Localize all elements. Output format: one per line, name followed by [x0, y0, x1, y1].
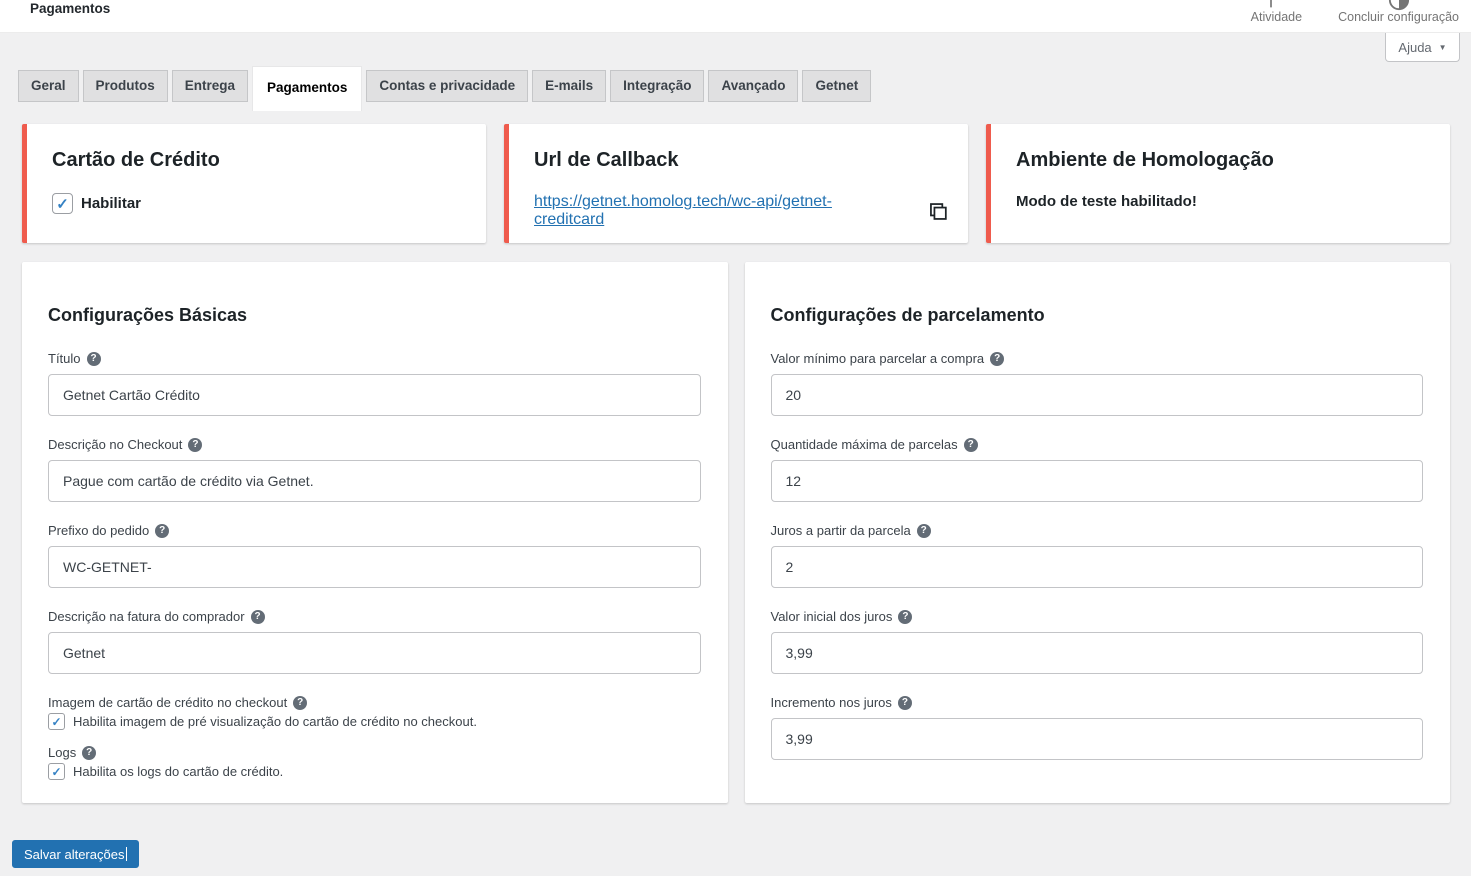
callback-url-link[interactable]: https://getnet.homolog.tech/wc-api/getne…	[534, 193, 832, 228]
enable-checkbox[interactable]: ✓	[52, 193, 73, 214]
max-installments-input[interactable]	[770, 460, 1423, 502]
interest-from-installment-label: Juros a partir da parcela	[770, 523, 911, 538]
tab-emails[interactable]: E-mails	[532, 70, 607, 102]
test-mode-message: Modo de teste habilitado!	[1016, 193, 1197, 210]
title-field: Título ?	[48, 351, 701, 416]
interest-from-installment-field: Juros a partir da parcela ?	[770, 523, 1423, 588]
save-button[interactable]: Salvar alterações	[12, 840, 140, 868]
activity-button[interactable]: Atividade	[1250, 0, 1303, 32]
topbar-actions: Atividade Concluir configuração	[1250, 0, 1459, 32]
progress-circle-icon	[1388, 0, 1410, 11]
help-dropdown-button[interactable]: Ajuda ▼	[1385, 33, 1460, 62]
text-caret	[126, 847, 128, 861]
logs-checkbox-text: Habilita os logs do cartão de crédito.	[73, 764, 284, 779]
finish-setup-button[interactable]: Concluir configuração	[1338, 0, 1459, 32]
invoice-description-input[interactable]	[48, 632, 701, 674]
logs-toggle-field: Logs ? ✓ Habilita os logs do cartão de c…	[48, 745, 701, 780]
help-icon[interactable]: ?	[155, 523, 170, 538]
min-installment-value-label: Valor mínimo para parcelar a compra	[770, 351, 985, 366]
credit-card-title: Cartão de Crédito	[52, 149, 220, 171]
flag-icon	[1266, 0, 1286, 9]
tab-geral[interactable]: Geral	[18, 70, 79, 102]
settings-tab-bar: Geral Produtos Entrega Pagamentos Contas…	[18, 66, 872, 111]
basic-settings-title: Configurações Básicas	[48, 305, 248, 325]
interest-increment-field: Incremento nos juros ?	[770, 695, 1423, 760]
checkout-description-label: Descrição no Checkout	[48, 437, 183, 452]
help-icon[interactable]: ?	[963, 437, 978, 452]
save-button-label: Salvar alterações	[24, 846, 125, 862]
help-dropdown-label: Ajuda	[1398, 39, 1432, 55]
tab-produtos[interactable]: Produtos	[82, 70, 168, 102]
help-icon[interactable]: ?	[86, 351, 101, 366]
initial-interest-input[interactable]	[770, 632, 1423, 674]
homolog-env-title: Ambiente de Homologação	[1016, 149, 1274, 171]
callback-url-title: Url de Callback	[534, 149, 679, 171]
activity-label: Atividade	[1250, 10, 1303, 24]
title-field-label: Título	[48, 351, 81, 366]
homolog-env-card: Ambiente de Homologação Modo de teste ha…	[986, 124, 1450, 243]
max-installments-label: Quantidade máxima de parcelas	[770, 437, 958, 452]
help-icon[interactable]: ?	[898, 609, 913, 624]
invoice-description-field: Descrição na fatura do comprador ?	[48, 609, 701, 674]
tab-contas-e-privacidade[interactable]: Contas e privacidade	[366, 70, 529, 102]
card-image-checkbox-text: Habilita imagem de pré visualização do c…	[73, 714, 477, 729]
installment-settings-panel: Configurações de parcelamento Valor míni…	[744, 262, 1450, 803]
min-installment-value-input[interactable]	[770, 374, 1423, 416]
max-installments-field: Quantidade máxima de parcelas ?	[770, 437, 1423, 502]
tab-entrega[interactable]: Entrega	[171, 70, 249, 102]
interest-increment-input[interactable]	[770, 718, 1423, 760]
order-prefix-label: Prefixo do pedido	[48, 523, 150, 538]
help-icon[interactable]: ?	[916, 523, 931, 538]
settings-panels: Configurações Básicas Título ? Descrição…	[22, 262, 1450, 803]
invoice-description-label: Descrição na fatura do comprador	[48, 609, 245, 624]
installment-settings-title: Configurações de parcelamento	[770, 305, 1045, 325]
interest-from-installment-input[interactable]	[770, 546, 1423, 588]
logs-checkbox[interactable]: ✓	[48, 763, 65, 780]
tab-getnet[interactable]: Getnet	[802, 70, 872, 102]
interest-increment-label: Incremento nos juros	[770, 695, 892, 710]
checkout-description-field: Descrição no Checkout ?	[48, 437, 701, 502]
card-image-toggle-label: Imagem de cartão de crédito no checkout	[48, 695, 288, 710]
help-icon[interactable]: ?	[990, 351, 1005, 366]
title-input[interactable]	[48, 374, 701, 416]
min-installment-value-field: Valor mínimo para parcelar a compra ?	[770, 351, 1423, 416]
info-cards-row: Cartão de Crédito ✓ Habilitar Url de Cal…	[22, 124, 1450, 243]
finish-setup-label: Concluir configuração	[1338, 10, 1459, 24]
basic-settings-panel: Configurações Básicas Título ? Descrição…	[22, 262, 728, 803]
logs-toggle-label: Logs	[48, 745, 77, 760]
card-image-toggle-field: Imagem de cartão de crédito no checkout …	[48, 695, 701, 730]
initial-interest-field: Valor inicial dos juros ?	[770, 609, 1423, 674]
callback-url-card: Url de Callback https://getnet.homolog.t…	[504, 124, 968, 243]
chevron-down-icon: ▼	[1438, 42, 1447, 52]
tab-pagamentos[interactable]: Pagamentos	[252, 66, 363, 111]
help-icon[interactable]: ?	[897, 695, 912, 710]
tab-avancado[interactable]: Avançado	[708, 70, 799, 102]
top-bar: Pagamentos Atividade Concluir configuraç…	[0, 0, 1471, 33]
help-icon[interactable]: ?	[293, 695, 308, 710]
order-prefix-field: Prefixo do pedido ?	[48, 523, 701, 588]
help-icon[interactable]: ?	[82, 745, 97, 760]
tab-integracao[interactable]: Integração	[610, 70, 705, 102]
page-title: Pagamentos	[30, 1, 111, 16]
enable-checkbox-label: Habilitar	[81, 195, 142, 212]
copy-icon[interactable]	[927, 201, 948, 222]
help-icon[interactable]: ?	[188, 437, 203, 452]
initial-interest-label: Valor inicial dos juros	[770, 609, 893, 624]
checkout-description-input[interactable]	[48, 460, 701, 502]
card-image-checkbox[interactable]: ✓	[48, 713, 65, 730]
order-prefix-input[interactable]	[48, 546, 701, 588]
credit-card-card: Cartão de Crédito ✓ Habilitar	[22, 124, 486, 243]
help-icon[interactable]: ?	[250, 609, 265, 624]
